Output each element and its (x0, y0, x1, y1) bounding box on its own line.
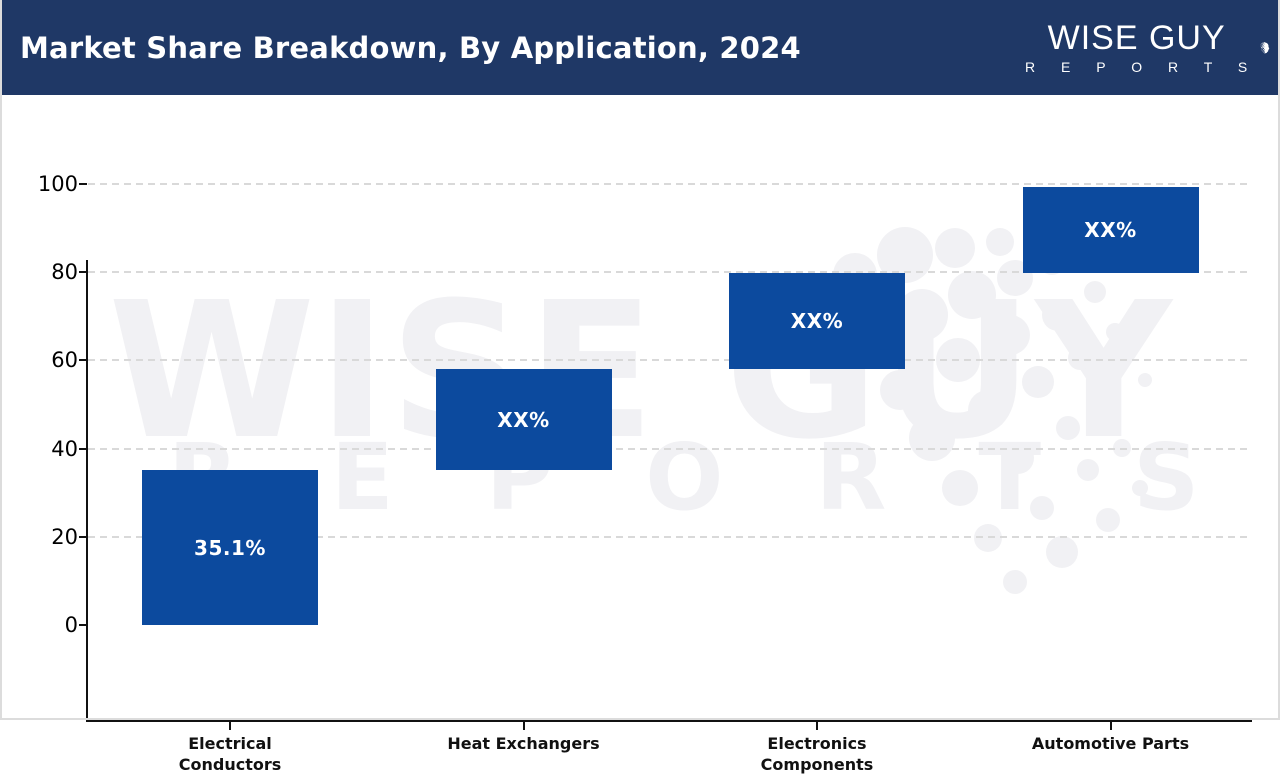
y-tick-mark (79, 359, 87, 362)
bar-segment: XX% (729, 272, 905, 370)
gridline-60 (88, 359, 1252, 362)
y-axis-line (86, 260, 88, 722)
y-tick-mark (79, 624, 87, 626)
bar-value-label: XX% (497, 407, 550, 432)
logo-subtitle: R E P O R T S (1025, 59, 1259, 75)
x-axis-line (86, 720, 1252, 722)
x-tick-mark (1109, 722, 1112, 730)
gridline-20 (88, 535, 1252, 538)
x-tick-mark (816, 722, 818, 730)
logo-text: WISE GUY R E P O R T S (1015, 21, 1258, 75)
y-tick-label: 40 (51, 436, 78, 461)
y-tick-label: 100 (37, 172, 78, 196)
header-bar: Market Share Breakdown, By Application, … (0, 0, 1280, 95)
category-label: Electronics Components (760, 734, 874, 774)
x-tick-mark (229, 722, 231, 730)
bar-segment: XX% (1022, 186, 1199, 273)
y-tick-label: 0 (64, 613, 78, 637)
category-label: Electrical Conductors (178, 734, 282, 774)
y-tick-mark (79, 271, 87, 274)
logo-wordmark: WISE GUY (1047, 19, 1226, 57)
y-tick-label: 60 (51, 348, 78, 373)
bar-value-label: 35.1% (194, 535, 266, 560)
gridline-100 (88, 183, 1252, 185)
bar-value-label: XX% (1084, 217, 1137, 242)
wise-guy-logo: WISE GUY R E P O R T S (1015, 4, 1270, 92)
gridline-40 (88, 447, 1252, 450)
gridline-80 (88, 271, 1252, 274)
bar-segment: 35.1% (142, 470, 318, 625)
watermark-wordmark: WISE GUY (108, 262, 1174, 481)
bar-value-label: XX% (790, 308, 844, 333)
category-label: Heat Exchangers (447, 734, 600, 753)
logo-head-icon (1260, 42, 1270, 54)
y-tick-mark (79, 447, 87, 450)
y-tick-label: 80 (51, 260, 78, 285)
chart-title: Market Share Breakdown, By Application, … (20, 30, 801, 65)
y-tick-label: 20 (51, 524, 78, 549)
y-tick-mark (79, 183, 87, 185)
category-label: Automotive Parts (1031, 734, 1190, 753)
x-tick-mark (522, 722, 525, 730)
bar-segment: XX% (435, 369, 612, 471)
y-tick-mark (79, 535, 87, 538)
plot-area: 0 20 40 60 80 100 35.1% Electrical Conductors XX… (0, 95, 1280, 774)
